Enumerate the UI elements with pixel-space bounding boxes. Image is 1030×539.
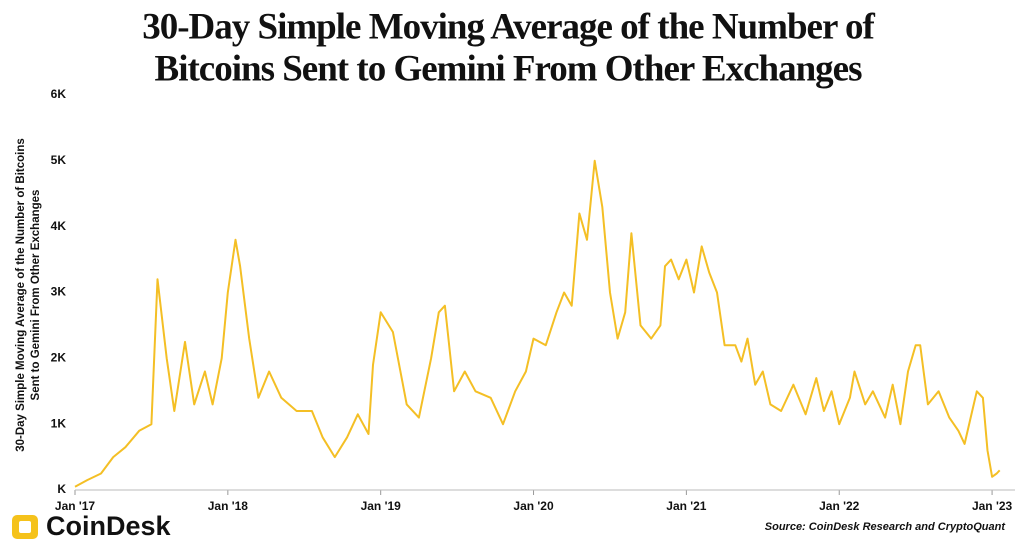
x-tick-label: Jan '22 — [819, 499, 860, 513]
x-tick-label: Jan '18 — [208, 499, 249, 513]
x-tick-label: Jan '19 — [361, 499, 402, 513]
chart-title: Bitcoins Sent to Gemini From Other Excha… — [155, 48, 863, 89]
y-tick-label: 5K — [51, 153, 67, 167]
source-note: Source: CoinDesk Research and CryptoQuan… — [765, 521, 1007, 533]
y-tick-label: 3K — [51, 285, 67, 299]
logo-icon — [12, 515, 38, 539]
logo-text: CoinDesk — [46, 511, 172, 539]
logo-shape — [19, 521, 31, 533]
y-tick-label: 4K — [51, 219, 67, 233]
y-tick-label: K — [57, 482, 66, 496]
line — [74, 159, 1001, 488]
y-axis-label: Sent to Gemini From Other Exchanges — [30, 190, 42, 401]
y-tick-label: 2K — [51, 351, 67, 365]
x-tick-label: Jan '17 — [55, 499, 96, 513]
chart-title: 30-Day Simple Moving Average of the Numb… — [142, 6, 875, 47]
y-axis-label: 30-Day Simple Moving Average of the Numb… — [15, 138, 27, 452]
y-tick-label: 1K — [51, 416, 67, 430]
x-tick-label: Jan '21 — [666, 499, 707, 513]
x-tick-label: Jan '20 — [513, 499, 554, 513]
y-tick-label: 6K — [51, 87, 67, 101]
x-tick-label: Jan '23 — [972, 499, 1013, 513]
